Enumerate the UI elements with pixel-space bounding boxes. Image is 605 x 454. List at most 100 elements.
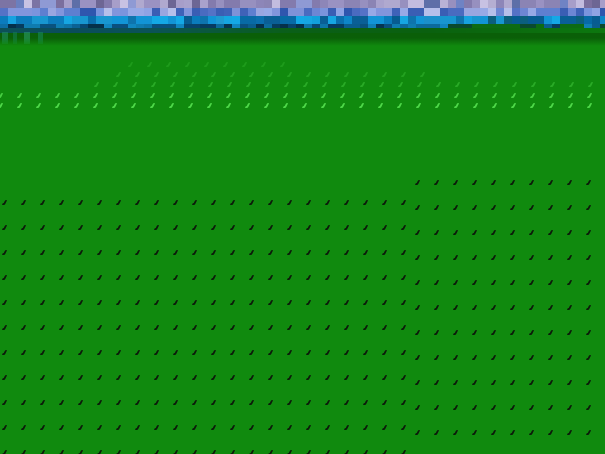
tick-mark (397, 93, 403, 98)
tick-mark (264, 103, 270, 108)
tick-mark (510, 355, 516, 360)
noise-block (368, 24, 376, 28)
tick-mark (59, 275, 65, 280)
tick-mark (116, 72, 122, 77)
tick-mark (211, 325, 217, 330)
tick-mark (135, 275, 141, 280)
tick-mark (321, 103, 327, 108)
tick-mark (567, 355, 573, 360)
tick-mark (97, 375, 103, 380)
tick-mark (2, 375, 8, 380)
tick-mark (2, 425, 8, 430)
tick-mark (211, 450, 217, 454)
noise-block (112, 24, 128, 28)
tick-mark (306, 400, 312, 405)
tick-mark (185, 62, 191, 67)
tick-mark (97, 425, 103, 430)
tick-mark (93, 103, 99, 108)
noise-block (360, 8, 368, 16)
tick-mark (548, 280, 554, 285)
tick-mark (211, 275, 217, 280)
tick-mark (59, 200, 65, 205)
noise-block (256, 16, 264, 24)
noise-block (272, 16, 280, 24)
noise-block (368, 0, 376, 8)
tick-mark (491, 355, 497, 360)
tick-mark (268, 275, 274, 280)
tick-mark (40, 350, 46, 355)
noise-block (184, 16, 192, 24)
tick-mark (567, 205, 573, 210)
tick-mark (363, 72, 369, 77)
tick-mark (415, 305, 421, 310)
tick-mark (382, 275, 388, 280)
noise-block (584, 16, 592, 24)
tick-mark (97, 350, 103, 355)
noise-block (464, 8, 480, 16)
noise-block (288, 8, 304, 16)
tick-mark (491, 180, 497, 185)
noise-block (168, 16, 176, 24)
tick-mark (0, 93, 4, 98)
noise-block (552, 8, 560, 16)
noise-block (192, 0, 200, 8)
tick-mark (93, 93, 99, 98)
tick-mark (230, 400, 236, 405)
noise-block (408, 24, 416, 28)
tick-mark (344, 250, 350, 255)
tick-mark (135, 200, 141, 205)
tick-mark (249, 350, 255, 355)
noise-block (104, 8, 112, 16)
tick-mark (230, 200, 236, 205)
tick-mark (344, 300, 350, 305)
noise-block (440, 16, 456, 24)
noise-block (400, 8, 408, 16)
tick-mark (173, 200, 179, 205)
noise-block (200, 0, 208, 8)
noise-block (512, 0, 520, 8)
noise-block (552, 16, 560, 24)
noise-block (592, 8, 600, 16)
tick-mark (287, 425, 293, 430)
tick-mark (363, 275, 369, 280)
tick-mark (131, 103, 137, 108)
tick-mark (112, 93, 118, 98)
tick-mark (207, 103, 213, 108)
tick-mark (306, 275, 312, 280)
tick-mark (287, 275, 293, 280)
noise-block (152, 24, 160, 28)
tick-mark (325, 350, 331, 355)
tick-mark (363, 425, 369, 430)
tick-mark (268, 200, 274, 205)
noise-block (400, 0, 408, 8)
tick-mark (284, 82, 290, 87)
noise-block (72, 16, 88, 24)
noise-block (232, 24, 240, 28)
tick-mark (344, 200, 350, 205)
tick-mark (382, 225, 388, 230)
tick-mark (78, 425, 84, 430)
noise-block (360, 0, 368, 8)
tick-mark (363, 250, 369, 255)
tick-mark (116, 350, 122, 355)
noise-block (104, 24, 112, 28)
tick-mark (472, 205, 478, 210)
noise-block (224, 8, 232, 16)
noise-block (88, 16, 96, 24)
noise-block (176, 24, 184, 28)
tick-mark (531, 82, 537, 87)
tick-mark (382, 450, 388, 454)
tick-mark (401, 400, 407, 405)
tick-mark (135, 325, 141, 330)
tick-mark (344, 72, 350, 77)
tick-mark (416, 93, 422, 98)
tick-mark (2, 225, 8, 230)
noise-block (352, 16, 368, 24)
noise-block (8, 8, 16, 16)
noise-block (240, 16, 256, 24)
tick-mark (302, 103, 308, 108)
tick-mark (472, 180, 478, 185)
tick-mark (128, 62, 134, 67)
tick-mark (116, 225, 122, 230)
tick-mark (249, 275, 255, 280)
